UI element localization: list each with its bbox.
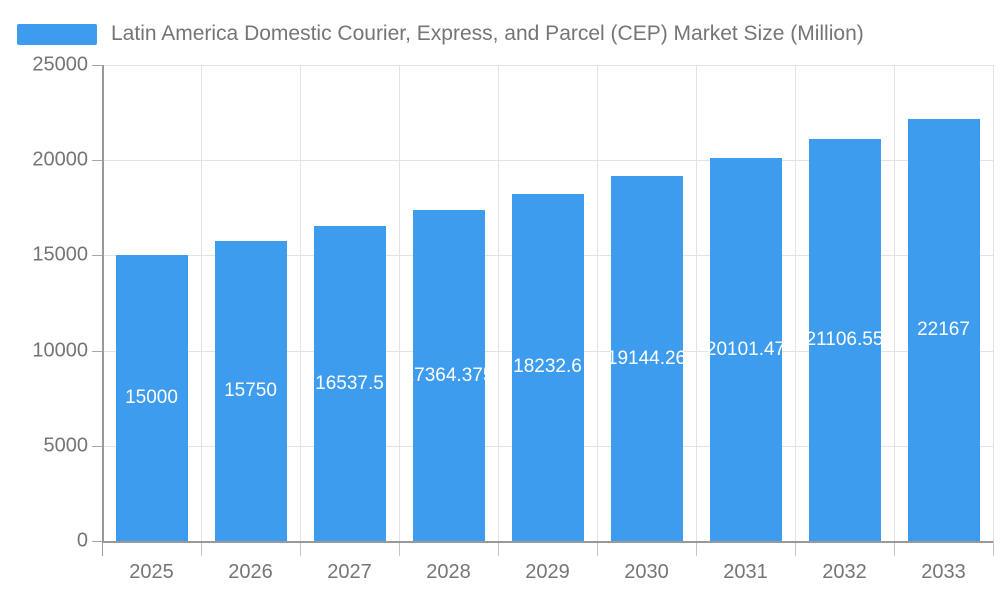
legend-item[interactable]: Latin America Domestic Courier, Express,… (17, 22, 864, 45)
gridline-vertical (795, 65, 796, 541)
legend-swatch[interactable] (17, 23, 97, 45)
x-axis-tick (300, 541, 301, 556)
bar[interactable] (511, 193, 584, 541)
y-tick-label: 15000 (32, 243, 88, 266)
y-axis-tick (92, 255, 102, 257)
x-axis-tick (894, 541, 895, 556)
gridline-horizontal (102, 65, 993, 66)
x-axis-tick (102, 541, 103, 556)
x-axis-tick (498, 541, 499, 556)
gridline-vertical (597, 65, 598, 541)
gridline-vertical (399, 65, 400, 541)
bar[interactable] (709, 158, 782, 541)
x-axis-tick (399, 541, 400, 556)
bar[interactable] (115, 255, 188, 541)
y-tick-label: 5000 (43, 434, 89, 457)
gridline-vertical (993, 65, 994, 541)
x-axis-tick (795, 541, 796, 556)
gridline-vertical (696, 65, 697, 541)
bar[interactable] (610, 176, 683, 541)
bar[interactable] (907, 118, 980, 541)
y-tick-label: 0 (76, 529, 88, 552)
x-tick-label: 2031 (723, 561, 768, 583)
y-axis-line (102, 65, 104, 541)
x-tick-label: 2029 (525, 561, 570, 583)
y-tick-label: 20000 (32, 148, 88, 171)
x-tick-label: 2030 (624, 561, 669, 583)
x-axis-tick (201, 541, 202, 556)
x-tick-label: 2028 (426, 561, 471, 583)
y-tick-label: 25000 (32, 53, 88, 76)
x-tick-label: 2033 (921, 561, 966, 583)
bar[interactable] (808, 139, 881, 541)
y-axis-tick (92, 350, 102, 352)
x-axis-line (102, 541, 993, 543)
x-axis-tick (597, 541, 598, 556)
gridline-vertical (300, 65, 301, 541)
gridline-horizontal (102, 160, 993, 162)
x-axis-tick (993, 541, 994, 556)
bar[interactable] (313, 226, 386, 541)
y-axis-tick (92, 65, 102, 66)
y-axis-tick (92, 160, 102, 162)
y-axis-tick (92, 541, 102, 542)
bar[interactable] (412, 210, 485, 541)
x-tick-label: 2026 (228, 561, 273, 583)
y-axis-tick (92, 445, 102, 447)
x-axis-tick (696, 541, 697, 556)
gridline-vertical (201, 65, 202, 541)
legend-label: Latin America Domestic Courier, Express,… (111, 22, 864, 45)
x-tick-label: 2027 (327, 561, 372, 583)
x-tick-label: 2032 (822, 561, 867, 583)
x-tick-label: 2025 (129, 561, 174, 583)
y-tick-label: 10000 (32, 339, 88, 362)
gridline-vertical (498, 65, 499, 541)
bar[interactable] (214, 241, 287, 541)
gridline-vertical (894, 65, 895, 541)
